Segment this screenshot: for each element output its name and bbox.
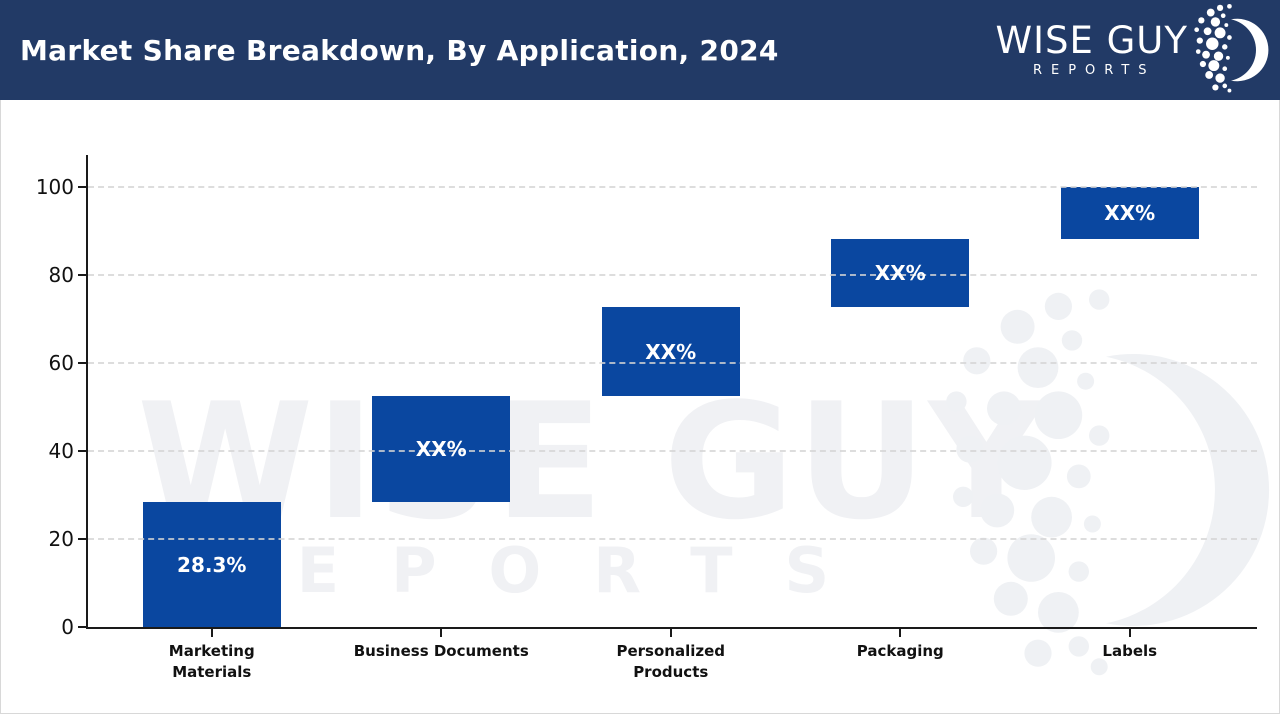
gridline [88, 362, 1257, 364]
x-category-label-line: Marketing [168, 642, 255, 660]
y-tick-label: 60 [48, 351, 74, 375]
x-tick [1128, 629, 1131, 637]
x-tick [669, 629, 672, 637]
header: Market Share Breakdown, By Application, … [0, 0, 1280, 100]
x-tick [210, 629, 213, 637]
x-category-label-line: Products [633, 663, 709, 681]
y-tick-label: 100 [35, 175, 74, 199]
x-tick [899, 629, 902, 637]
gridline [88, 274, 1257, 276]
y-tick [78, 538, 86, 540]
x-category-label: Business Documents [326, 641, 556, 662]
wise-guy-logo: WISE GUY REPORTS [996, 3, 1270, 97]
gridline [88, 186, 1257, 188]
logo-head-icon [1192, 3, 1270, 97]
bar-segment [601, 307, 740, 396]
bar-value-label: 28.3% [177, 552, 247, 577]
gridline [88, 450, 1257, 452]
bar-value-label: XX% [415, 437, 467, 462]
watermark-wordmark: WISE GUY [137, 368, 1047, 555]
y-tick-label: 40 [48, 439, 74, 463]
x-category-label: Marketing Materials [97, 641, 327, 683]
bar-segment [372, 396, 511, 503]
y-tick [78, 274, 86, 276]
bar-segment [1060, 187, 1199, 239]
logo-text: WISE GUY REPORTS [996, 22, 1188, 78]
y-tick [78, 186, 86, 188]
y-tick-label: 20 [48, 527, 74, 551]
logo-wordmark: WISE GUY [995, 19, 1188, 62]
bar-value-label: XX% [1104, 200, 1156, 225]
y-axis-line [86, 155, 88, 629]
chart-card: WISE GUY REPORTS 28.3% XX% XX% XX% XX% 0 20 40 6… [0, 100, 1280, 714]
x-category-label: Personalized Products [556, 641, 786, 683]
y-tick [78, 626, 86, 628]
x-category-label: Labels [1015, 641, 1245, 662]
y-tick-label: 80 [48, 263, 74, 287]
gridline [88, 538, 1257, 540]
bar-value-label: XX% [645, 339, 697, 364]
y-tick-label: 0 [61, 615, 74, 639]
x-category-label-line: Packaging [856, 642, 944, 660]
bar-value-label: XX% [874, 261, 926, 286]
x-axis-line [86, 627, 1257, 629]
x-category-label: Packaging [785, 641, 1015, 662]
bar-segment [142, 502, 281, 627]
y-tick [78, 362, 86, 364]
x-category-label-line: Personalized [616, 642, 726, 660]
logo-subtext: REPORTS [1032, 63, 1156, 78]
x-category-label-line: Business Documents [353, 642, 529, 660]
x-category-label-line: Labels [1102, 642, 1158, 660]
bar-segment [831, 238, 970, 308]
y-tick [78, 450, 86, 452]
x-category-label-line: Materials [172, 663, 252, 681]
x-tick [440, 629, 443, 637]
watermark-subtext: REPORTS [197, 534, 882, 607]
page-title: Market Share Breakdown, By Application, … [20, 33, 779, 67]
